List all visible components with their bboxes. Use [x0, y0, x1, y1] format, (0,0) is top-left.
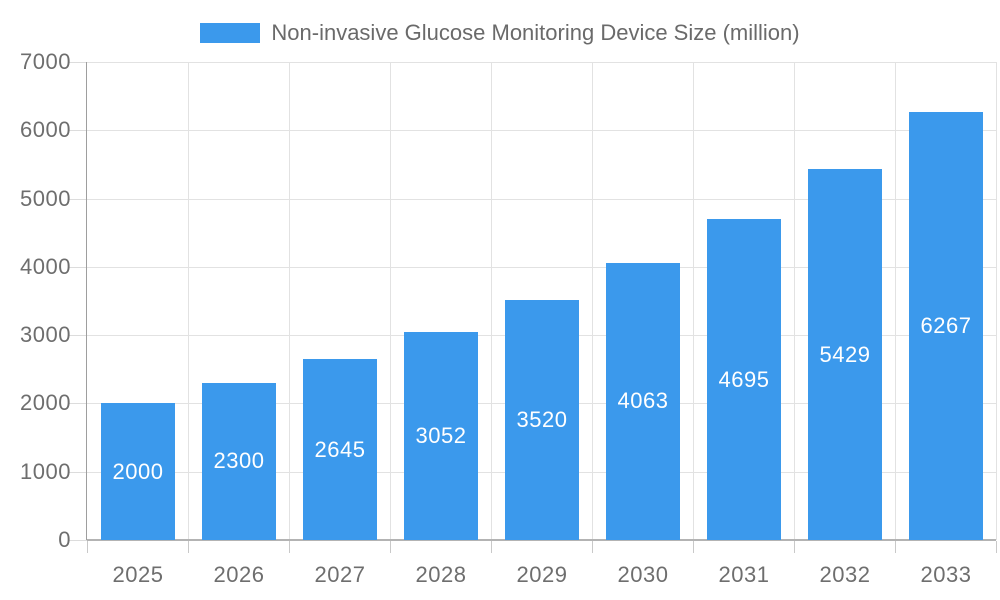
- x-axis-tick: [491, 541, 492, 553]
- bar[interactable]: [909, 112, 983, 540]
- bar-value-label: 2000: [112, 459, 164, 484]
- x-axis-tick: [895, 541, 896, 553]
- x-axis-label: 2029: [516, 562, 568, 587]
- bar-value-label: 6267: [920, 313, 972, 338]
- bar[interactable]: [606, 263, 680, 540]
- gridline-horizontal: [87, 62, 996, 63]
- gridline-vertical: [188, 62, 189, 540]
- y-axis-tick: [68, 130, 87, 131]
- x-axis-tick: [289, 541, 290, 553]
- x-axis-tick: [188, 541, 189, 553]
- x-axis-label: 2025: [112, 562, 164, 587]
- y-axis-label: 7000: [20, 49, 71, 74]
- gridline-vertical: [491, 62, 492, 540]
- gridline-horizontal: [87, 130, 996, 131]
- x-axis-label: 2026: [213, 562, 265, 587]
- x-axis-label: 2033: [920, 562, 972, 587]
- bar[interactable]: [808, 169, 882, 540]
- y-axis-line: [86, 62, 87, 540]
- bar-value-label: 5429: [819, 342, 871, 367]
- bar[interactable]: [404, 332, 478, 540]
- legend-label: Non-invasive Glucose Monitoring Device S…: [271, 20, 800, 45]
- x-axis-label: 2028: [415, 562, 467, 587]
- bar-value-label: 2645: [314, 437, 366, 462]
- bar[interactable]: [303, 359, 377, 540]
- x-axis-label: 2030: [617, 562, 669, 587]
- bar[interactable]: [707, 219, 781, 540]
- gridline-vertical: [390, 62, 391, 540]
- bar[interactable]: [505, 300, 579, 540]
- x-axis-tick: [794, 541, 795, 553]
- gridline-vertical: [794, 62, 795, 540]
- bar-value-label: 4063: [617, 388, 669, 413]
- y-axis-label: 2000: [20, 390, 71, 415]
- y-axis-tick: [68, 403, 87, 404]
- y-axis-label: 6000: [20, 117, 71, 142]
- x-axis-tick: [693, 541, 694, 553]
- y-axis-tick: [68, 199, 87, 200]
- x-axis-tick: [592, 541, 593, 553]
- gridline-vertical: [895, 62, 896, 540]
- x-axis-label: 2027: [314, 562, 366, 587]
- y-axis-tick: [68, 267, 87, 268]
- y-axis-label: 4000: [20, 254, 71, 279]
- legend[interactable]: Non-invasive Glucose Monitoring Device S…: [0, 20, 1000, 46]
- gridline-vertical: [289, 62, 290, 540]
- y-axis-tick: [68, 540, 87, 541]
- y-axis-tick: [68, 335, 87, 336]
- y-axis-label: 3000: [20, 322, 71, 347]
- bar-value-label: 2300: [213, 448, 265, 473]
- y-axis-label: 0: [58, 527, 71, 552]
- y-axis-label: 5000: [20, 186, 71, 211]
- x-axis-tick: [390, 541, 391, 553]
- bar[interactable]: [202, 383, 276, 540]
- x-axis-tick: [996, 541, 997, 553]
- y-axis-label: 1000: [20, 459, 71, 484]
- gridline-horizontal: [87, 267, 996, 268]
- bar-value-label: 3520: [516, 407, 568, 432]
- x-axis-label: 2032: [819, 562, 871, 587]
- gridline-vertical: [996, 62, 997, 540]
- x-axis-line: [87, 539, 996, 541]
- gridline-horizontal: [87, 199, 996, 200]
- bar-value-label: 4695: [718, 367, 770, 392]
- bar-value-label: 3052: [415, 423, 467, 448]
- y-axis-tick: [68, 472, 87, 473]
- bar[interactable]: [101, 403, 175, 540]
- x-axis-label: 2031: [718, 562, 770, 587]
- gridline-vertical: [592, 62, 593, 540]
- x-axis-tick: [87, 541, 88, 553]
- gridline-vertical: [693, 62, 694, 540]
- legend-swatch: [200, 23, 261, 43]
- y-axis-tick: [68, 62, 87, 63]
